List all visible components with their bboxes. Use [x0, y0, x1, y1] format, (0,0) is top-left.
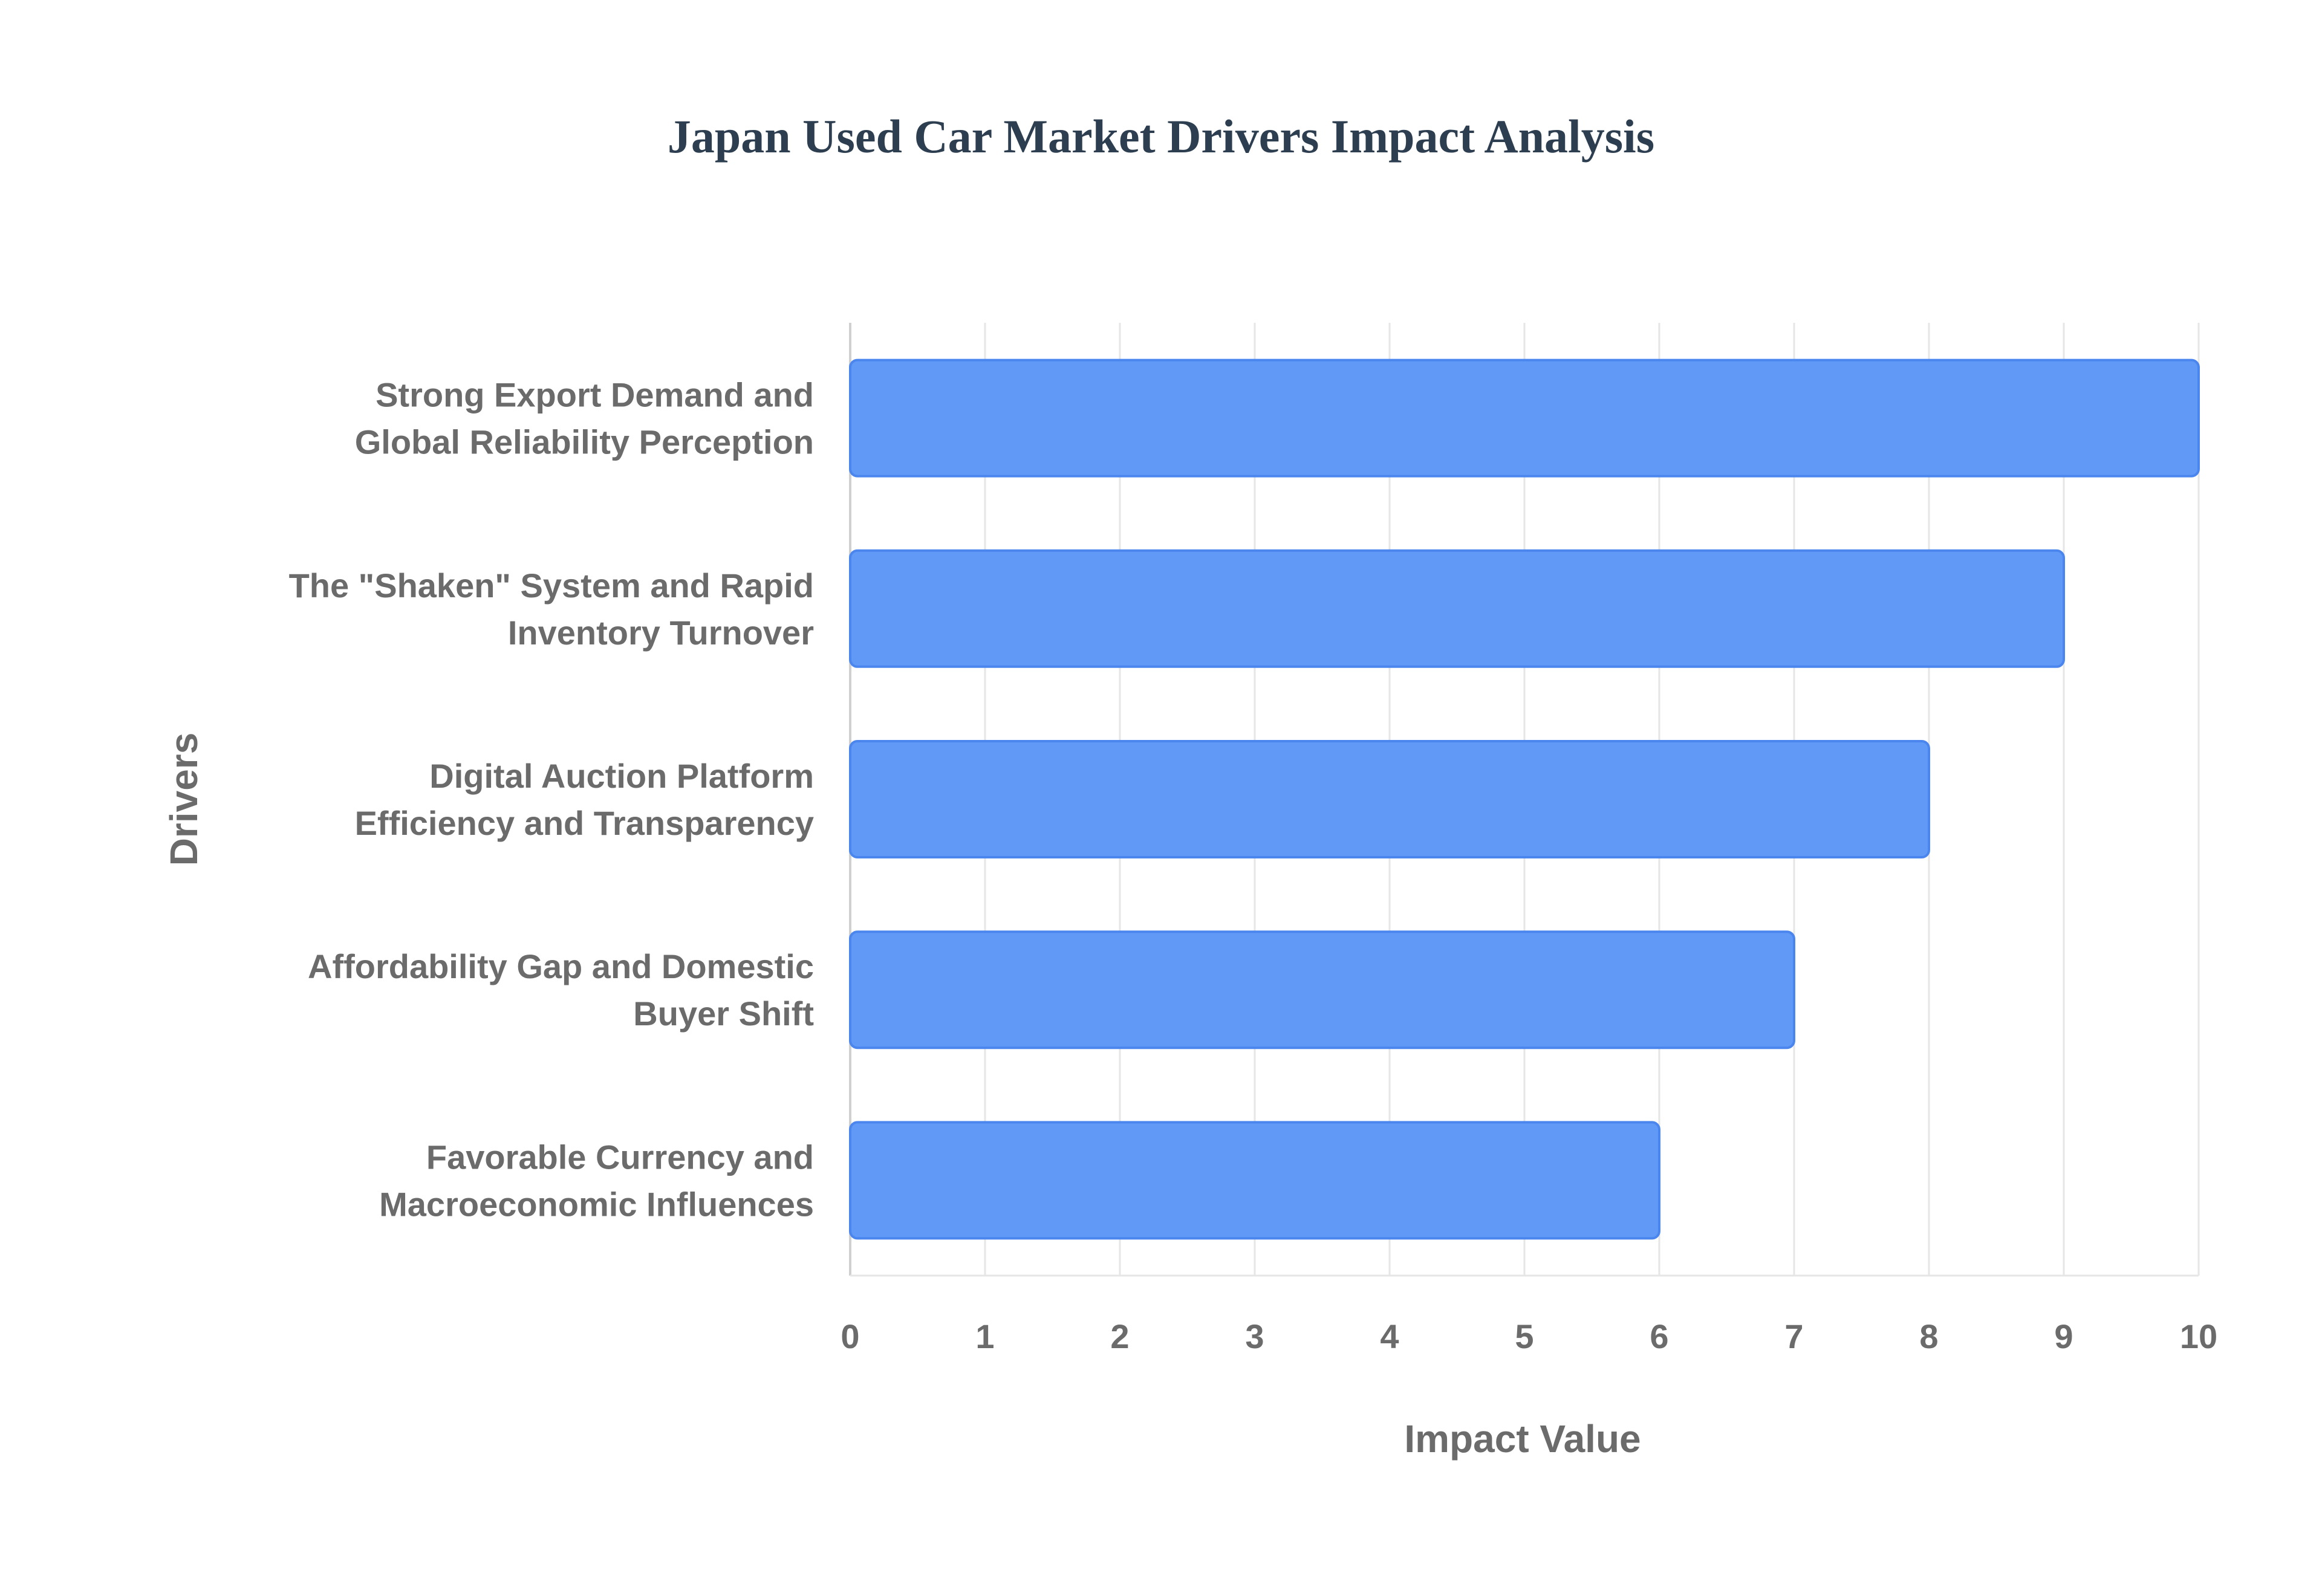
category-label: Favorable Currency and Macroeconomic Infl… — [379, 1138, 814, 1223]
chart-title: Japan Used Car Market Drivers Impact Ana… — [668, 110, 1654, 163]
x-axis-title: Impact Value — [1404, 1417, 1641, 1461]
category-labels: Strong Export Demand and Global Reliabili… — [289, 376, 814, 1224]
category-label: Affordability Gap and Domestic Buyer Shif… — [308, 947, 814, 1033]
category-label: The "Shaken" System and Rapid Inventory T… — [289, 566, 814, 652]
x-tick-label: 1 — [975, 1317, 994, 1355]
category-label-line: Inventory Turnover — [508, 614, 814, 652]
y-axis-title: Drivers — [162, 733, 206, 866]
x-tick-label: 2 — [1110, 1317, 1129, 1355]
x-tick-label: 0 — [841, 1317, 859, 1355]
category-label-line: Strong Export Demand and — [376, 376, 814, 414]
category-label: Digital Auction Platform Efficiency and T… — [355, 757, 814, 842]
category-label-line: Affordability Gap and Domestic — [308, 947, 814, 985]
category-label-line: The "Shaken" System and Rapid — [289, 566, 814, 605]
category-label-line: Favorable Currency and — [426, 1138, 814, 1176]
category-label-line: Global Reliability Perception — [355, 423, 814, 461]
x-tick-label: 7 — [1784, 1317, 1803, 1355]
bars — [849, 358, 2200, 1240]
bar — [849, 930, 1795, 1049]
x-tick-label: 5 — [1515, 1317, 1533, 1355]
x-tick-label: 3 — [1245, 1317, 1264, 1355]
category-label: Strong Export Demand and Global Reliabili… — [355, 376, 814, 461]
category-label-line: Macroeconomic Influences — [379, 1185, 814, 1223]
category-label-line: Buyer Shift — [633, 994, 814, 1033]
bar — [849, 358, 2200, 478]
x-tick-labels: 0 1 2 3 4 5 6 7 8 9 10 — [841, 1317, 2217, 1355]
x-tick-label: 9 — [2054, 1317, 2073, 1355]
bar — [849, 740, 1930, 858]
bar — [849, 549, 2065, 668]
x-tick-label: 6 — [1650, 1317, 1668, 1355]
category-label-line: Digital Auction Platform — [429, 757, 814, 795]
bar — [849, 1121, 1660, 1240]
x-tick-label: 10 — [2180, 1317, 2217, 1355]
x-tick-label: 8 — [1919, 1317, 1938, 1355]
category-label-line: Efficiency and Transparency — [355, 804, 814, 842]
x-tick-label: 4 — [1380, 1317, 1399, 1355]
